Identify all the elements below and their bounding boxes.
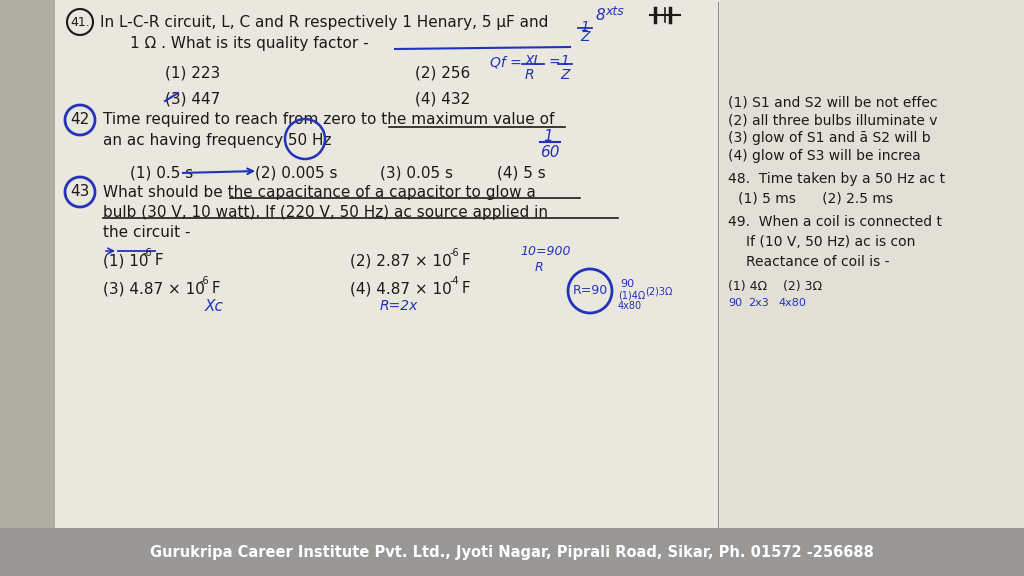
Text: 1: 1 [580, 20, 589, 34]
Text: (1) 4Ω: (1) 4Ω [728, 280, 767, 293]
Text: an ac having frequency 50 Hz: an ac having frequency 50 Hz [103, 133, 332, 148]
Text: XL: XL [525, 54, 543, 68]
Text: (2) all three bulbs illuminate v: (2) all three bulbs illuminate v [728, 113, 938, 127]
Text: xts: xts [605, 5, 624, 18]
Text: R=90: R=90 [572, 285, 607, 297]
Text: 4x80: 4x80 [778, 298, 806, 308]
Text: 90: 90 [728, 298, 742, 308]
Text: 1: 1 [543, 129, 553, 144]
Text: What should be the capacitance of a capacitor to glow a: What should be the capacitance of a capa… [103, 185, 536, 200]
Text: 90: 90 [620, 279, 634, 289]
Text: F: F [457, 253, 471, 268]
Text: -6: -6 [143, 248, 153, 258]
Text: 49.  When a coil is connected t: 49. When a coil is connected t [728, 215, 942, 229]
FancyBboxPatch shape [0, 0, 55, 576]
Text: (4) glow of S3 will be increa: (4) glow of S3 will be increa [728, 149, 921, 163]
Text: In L-C-R circuit, L, C and R respectively 1 Henary, 5 μF and: In L-C-R circuit, L, C and R respectivel… [100, 15, 549, 30]
Text: (2)3Ω: (2)3Ω [645, 287, 673, 297]
Text: (3) 4.87 × 10: (3) 4.87 × 10 [103, 281, 205, 296]
Text: (1)4Ω: (1)4Ω [618, 291, 645, 301]
Text: (2) 2.87 × 10: (2) 2.87 × 10 [350, 253, 452, 268]
Text: the circuit -: the circuit - [103, 225, 190, 240]
Text: (1) 10: (1) 10 [103, 253, 148, 268]
Text: F: F [207, 281, 220, 296]
Text: (4) 5 s: (4) 5 s [497, 165, 546, 180]
Text: 8: 8 [595, 8, 605, 23]
Text: R: R [535, 261, 544, 274]
Text: 41.: 41. [70, 16, 90, 28]
Text: (1) 223: (1) 223 [165, 66, 220, 81]
Text: 2x3: 2x3 [748, 298, 769, 308]
Text: 10=900: 10=900 [520, 245, 570, 258]
Text: 42: 42 [71, 112, 90, 127]
Text: =: = [548, 56, 560, 70]
Text: (1) S1 and S2 will be not effec: (1) S1 and S2 will be not effec [728, 95, 938, 109]
Text: Qf =: Qf = [490, 56, 522, 70]
Text: bulb (30 V, 10 watt). If (220 V, 50 Hz) ac source applied in: bulb (30 V, 10 watt). If (220 V, 50 Hz) … [103, 205, 548, 220]
Text: If (10 V, 50 Hz) ac is con: If (10 V, 50 Hz) ac is con [746, 235, 915, 249]
Text: R=2x: R=2x [380, 299, 419, 313]
FancyBboxPatch shape [0, 528, 1024, 576]
Text: Reactance of coil is -: Reactance of coil is - [746, 255, 890, 269]
Text: Xc: Xc [205, 299, 224, 314]
Text: (3) 0.05 s: (3) 0.05 s [380, 165, 453, 180]
Text: Z: Z [560, 68, 569, 82]
FancyBboxPatch shape [720, 0, 1024, 530]
Text: Gurukripa Career Institute Pvt. Ltd., Jyoti Nagar, Piprali Road, Sikar, Ph. 0157: Gurukripa Career Institute Pvt. Ltd., Jy… [151, 544, 873, 559]
Text: 4x80: 4x80 [618, 301, 642, 311]
Text: (3) glow of S1 and ā S2 will b: (3) glow of S1 and ā S2 will b [728, 131, 931, 145]
Text: (4) 4.87 × 10: (4) 4.87 × 10 [350, 281, 452, 296]
Text: F: F [150, 253, 164, 268]
Text: 43: 43 [71, 184, 90, 199]
Text: Z: Z [580, 30, 590, 44]
Text: (2) 0.005 s: (2) 0.005 s [255, 165, 338, 180]
Text: 60: 60 [540, 145, 559, 160]
Text: F: F [457, 281, 471, 296]
Text: R: R [525, 68, 535, 82]
Text: (3) 447: (3) 447 [165, 91, 220, 106]
Text: 1 Ω . What is its quality factor -: 1 Ω . What is its quality factor - [130, 36, 369, 51]
Text: (2) 3Ω: (2) 3Ω [783, 280, 822, 293]
Text: (1) 0.5 s: (1) 0.5 s [130, 165, 194, 180]
Text: (4) 432: (4) 432 [415, 91, 470, 106]
Text: Time required to reach from zero to the maximum value of: Time required to reach from zero to the … [103, 112, 554, 127]
Text: (1) 5 ms      (2) 2.5 ms: (1) 5 ms (2) 2.5 ms [738, 192, 893, 206]
Text: 1: 1 [560, 54, 569, 68]
Text: -6: -6 [200, 276, 210, 286]
Text: -4: -4 [450, 276, 460, 286]
FancyBboxPatch shape [55, 0, 720, 530]
Text: -6: -6 [450, 248, 460, 258]
Text: (2) 256: (2) 256 [415, 66, 470, 81]
Text: 48.  Time taken by a 50 Hz ac t: 48. Time taken by a 50 Hz ac t [728, 172, 945, 186]
